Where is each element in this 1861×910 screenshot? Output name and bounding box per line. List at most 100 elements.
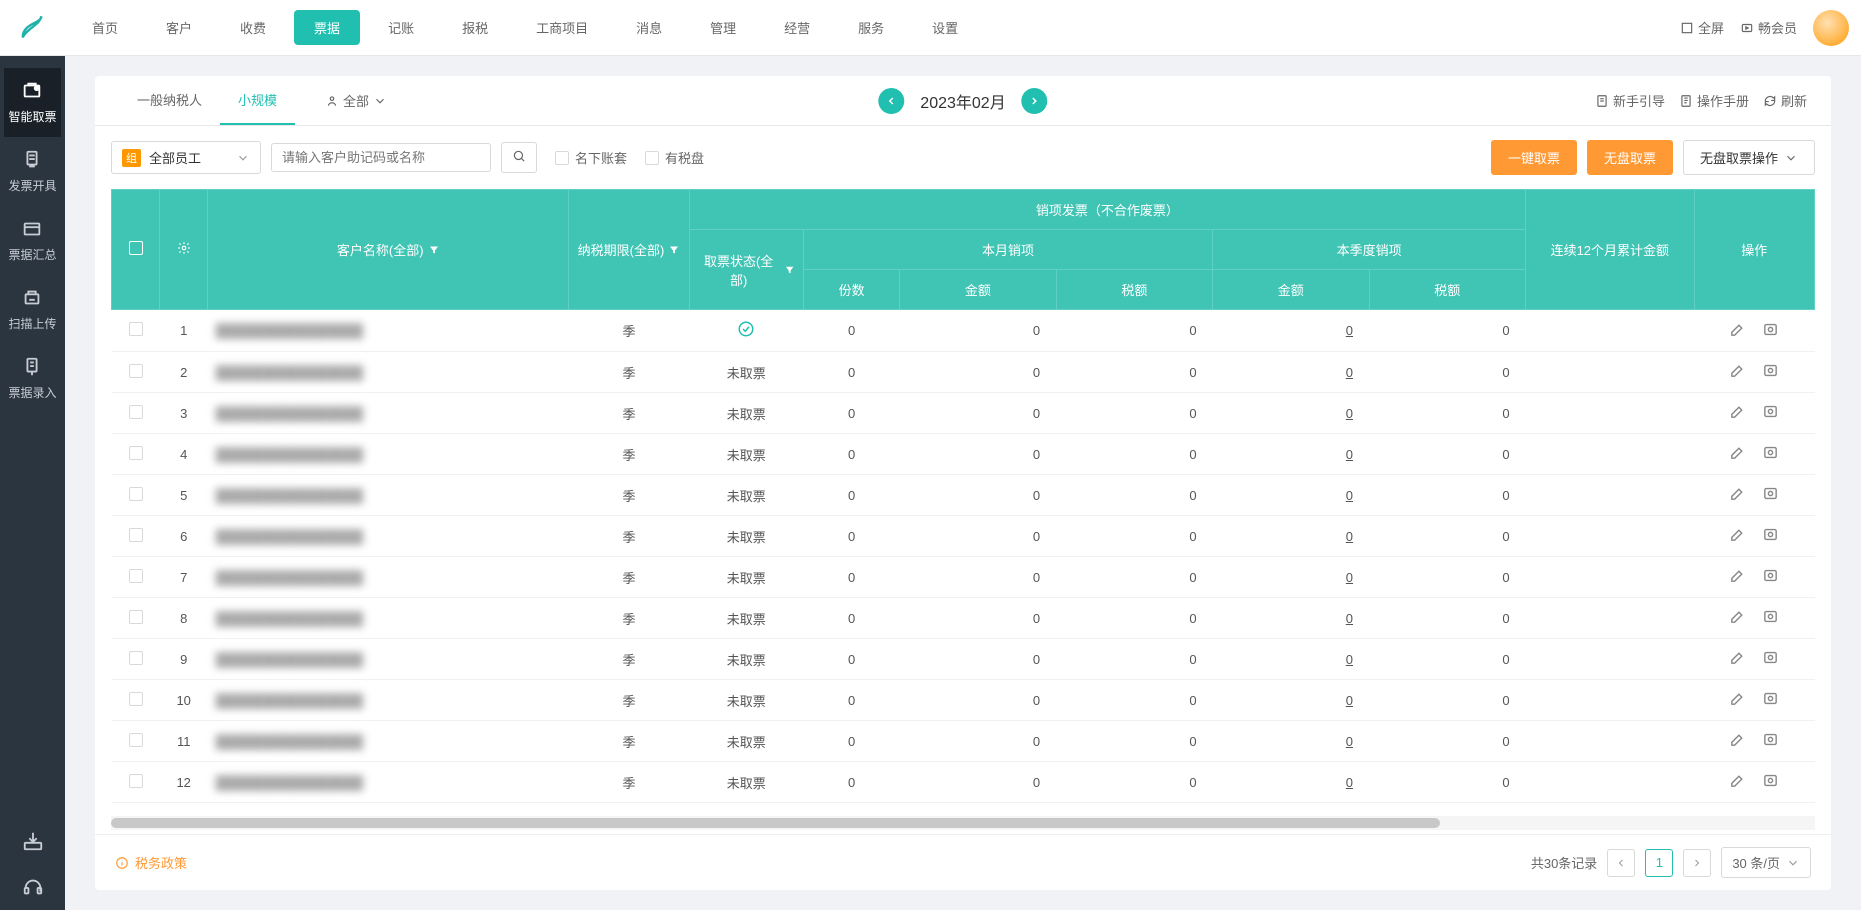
row-checkbox[interactable] <box>112 393 160 434</box>
topnav-item[interactable]: 记账 <box>368 10 434 45</box>
topnav-item[interactable]: 服务 <box>838 10 904 45</box>
col-settings[interactable] <box>160 190 208 310</box>
row-checkbox[interactable] <box>112 680 160 721</box>
tax-policy-link[interactable]: 税务政策 <box>115 853 187 872</box>
view-button[interactable] <box>1762 362 1779 382</box>
staff-select[interactable]: 组 全部员工 <box>111 141 261 174</box>
refresh-link[interactable]: 刷新 <box>1763 91 1807 110</box>
quarter-amount-cell[interactable]: 0 <box>1213 557 1369 598</box>
edit-button[interactable] <box>1729 403 1746 423</box>
col-checkbox[interactable] <box>112 190 160 310</box>
sidebar-headset[interactable] <box>0 864 65 910</box>
edit-button[interactable] <box>1729 772 1746 792</box>
topnav-item[interactable]: 客户 <box>146 10 212 45</box>
col-customer[interactable]: 客户名称(全部) <box>208 190 569 310</box>
topnav-item[interactable]: 票据 <box>294 10 360 45</box>
view-button[interactable] <box>1762 567 1779 587</box>
nodisk-fetch-button[interactable]: 无盘取票 <box>1587 140 1673 175</box>
col-quarter-group: 本季度销项 <box>1213 230 1526 270</box>
col-tax-period[interactable]: 纳税期限(全部) <box>569 190 689 310</box>
fullscreen-button[interactable]: 全屏 <box>1680 18 1724 37</box>
horizontal-scrollbar[interactable] <box>111 816 1815 830</box>
topnav-item[interactable]: 经营 <box>764 10 830 45</box>
topnav-item[interactable]: 设置 <box>912 10 978 45</box>
row-checkbox[interactable] <box>112 310 160 352</box>
quarter-amount-cell[interactable]: 0 <box>1213 639 1369 680</box>
row-checkbox[interactable] <box>112 352 160 393</box>
topnav-item[interactable]: 首页 <box>72 10 138 45</box>
view-button[interactable] <box>1762 690 1779 710</box>
edit-button[interactable] <box>1729 362 1746 382</box>
month-amount-cell: 0 <box>900 639 1056 680</box>
quarter-amount-cell[interactable]: 0 <box>1213 721 1369 762</box>
view-button[interactable] <box>1762 485 1779 505</box>
sidebar-download[interactable] <box>0 818 65 864</box>
quarter-amount-cell[interactable]: 0 <box>1213 434 1369 475</box>
guide-link[interactable]: 新手引导 <box>1595 91 1665 110</box>
pager-prev[interactable] <box>1607 849 1635 877</box>
quarter-amount-cell[interactable]: 0 <box>1213 762 1369 803</box>
avatar[interactable] <box>1813 10 1849 46</box>
view-button[interactable] <box>1762 403 1779 423</box>
tab[interactable]: 一般纳税人 <box>119 76 220 125</box>
quarter-amount-cell[interactable]: 0 <box>1213 598 1369 639</box>
edit-button[interactable] <box>1729 690 1746 710</box>
tab[interactable]: 小规模 <box>220 76 295 125</box>
row-checkbox[interactable] <box>112 721 160 762</box>
sidebar-item[interactable]: 发票开具 <box>4 137 60 206</box>
nodisk-ops-button[interactable]: 无盘取票操作 <box>1683 140 1815 175</box>
edit-button[interactable] <box>1729 567 1746 587</box>
view-button[interactable] <box>1762 649 1779 669</box>
row-checkbox[interactable] <box>112 639 160 680</box>
edit-button[interactable] <box>1729 526 1746 546</box>
edit-button[interactable] <box>1729 444 1746 464</box>
view-button[interactable] <box>1762 321 1779 341</box>
quarter-amount-cell[interactable]: 0 <box>1213 393 1369 434</box>
search-button[interactable] <box>501 142 537 173</box>
sidebar-item[interactable]: 智能取票 <box>4 68 60 137</box>
sidebar-item[interactable]: 扫描上传 <box>4 275 60 344</box>
period-prev-button[interactable] <box>878 88 904 114</box>
topnav-item[interactable]: 报税 <box>442 10 508 45</box>
edit-button[interactable] <box>1729 649 1746 669</box>
pager-current[interactable]: 1 <box>1645 849 1673 877</box>
topnav-item[interactable]: 收费 <box>220 10 286 45</box>
col-fetch-status[interactable]: 取票状态(全部) <box>689 230 803 310</box>
view-button[interactable] <box>1762 444 1779 464</box>
edit-button[interactable] <box>1729 485 1746 505</box>
topnav-item[interactable]: 工商项目 <box>516 10 608 45</box>
page-size-select[interactable]: 30 条/页 <box>1721 847 1811 878</box>
view-button[interactable] <box>1762 772 1779 792</box>
row-checkbox[interactable] <box>112 516 160 557</box>
topnav-item[interactable]: 管理 <box>690 10 756 45</box>
row-checkbox[interactable] <box>112 598 160 639</box>
quarter-amount-cell[interactable]: 0 <box>1213 516 1369 557</box>
row-checkbox[interactable] <box>112 475 160 516</box>
sidebar-item[interactable]: 票据汇总 <box>4 206 60 275</box>
sidebar-item[interactable]: 票据录入 <box>4 344 60 413</box>
sub-account-checkbox[interactable]: 名下账套 <box>555 148 627 167</box>
row-checkbox[interactable] <box>112 557 160 598</box>
scope-select[interactable]: 全部 <box>315 85 397 116</box>
pager-next[interactable] <box>1683 849 1711 877</box>
topnav-item[interactable]: 消息 <box>616 10 682 45</box>
quarter-amount-cell[interactable]: 0 <box>1213 475 1369 516</box>
member-button[interactable]: 畅会员 <box>1740 18 1797 37</box>
search-input[interactable] <box>282 150 480 165</box>
quarter-amount-cell[interactable]: 0 <box>1213 310 1369 352</box>
manual-link[interactable]: 操作手册 <box>1679 91 1749 110</box>
view-button[interactable] <box>1762 608 1779 628</box>
has-disk-checkbox[interactable]: 有税盘 <box>645 148 704 167</box>
edit-button[interactable] <box>1729 731 1746 751</box>
quarter-amount-cell[interactable]: 0 <box>1213 352 1369 393</box>
ops-cell <box>1694 557 1814 598</box>
fetch-button[interactable]: 一键取票 <box>1491 140 1577 175</box>
period-next-button[interactable] <box>1022 88 1048 114</box>
quarter-amount-cell[interactable]: 0 <box>1213 680 1369 721</box>
view-button[interactable] <box>1762 526 1779 546</box>
edit-button[interactable] <box>1729 608 1746 628</box>
edit-button[interactable] <box>1729 321 1746 341</box>
view-button[interactable] <box>1762 731 1779 751</box>
row-checkbox[interactable] <box>112 762 160 803</box>
row-checkbox[interactable] <box>112 434 160 475</box>
